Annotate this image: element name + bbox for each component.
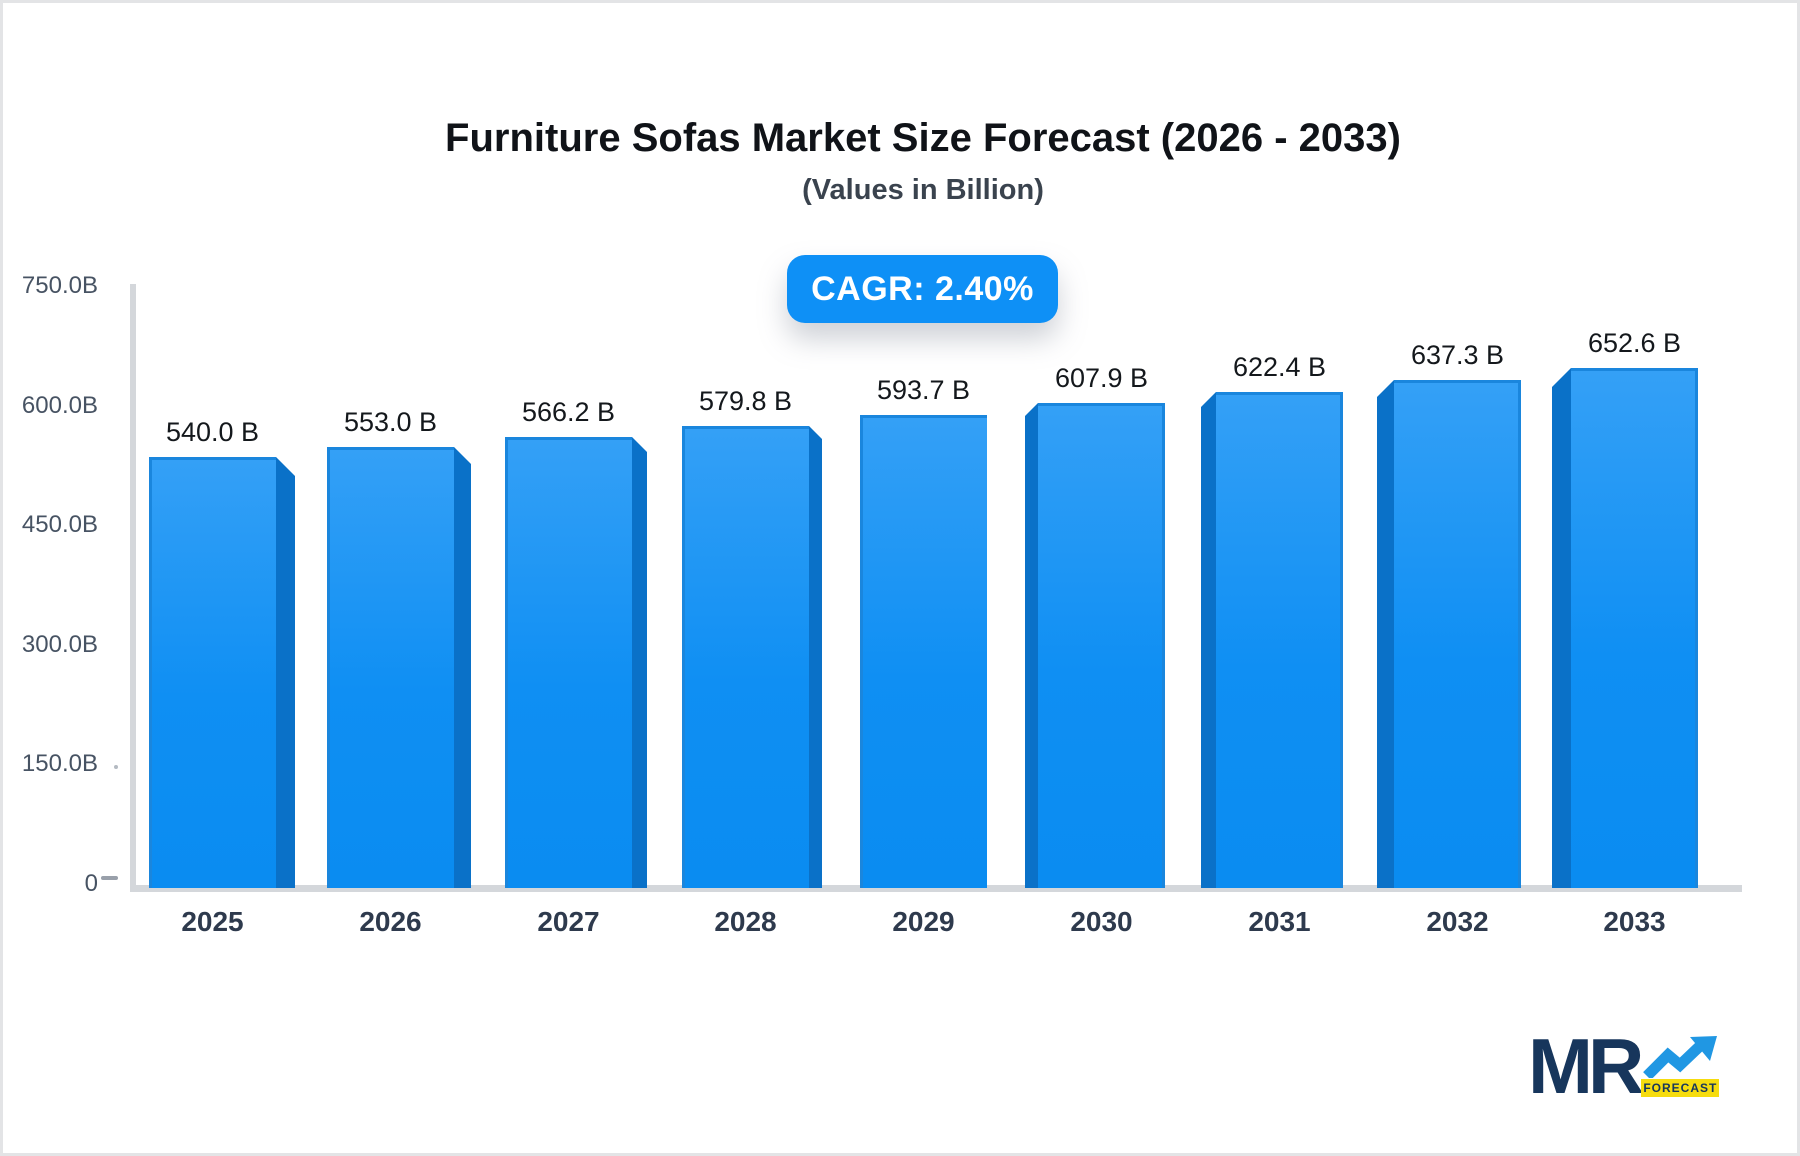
x-tick-2032: 2032 [1426, 906, 1489, 937]
logo-tagline: FORECAST [1641, 1078, 1720, 1097]
bar-2027[interactable] [505, 437, 632, 888]
x-tick-2031: 2031 [1248, 906, 1311, 937]
bar-side-face-2028 [809, 426, 822, 888]
bar-side-face-2025 [276, 457, 295, 888]
x-axis-line [130, 885, 1742, 892]
logo-mr-text: MR [1528, 1022, 1644, 1110]
bar-side-face-2027 [632, 437, 647, 888]
y-axis-line [130, 284, 136, 892]
y-tick-450.0B: 450.0B [21, 511, 98, 538]
bar-value-label-2030: 607.9 B [1054, 363, 1149, 393]
x-tick-2029: 2029 [892, 906, 955, 937]
bar-value-label-2026: 553.0 B [343, 407, 438, 437]
brand-logo: MR FORECAST [1528, 1022, 1720, 1110]
bar-side-face-2033 [1552, 368, 1571, 888]
bar-2033[interactable] [1571, 368, 1698, 888]
bar-side-face-2030 [1025, 403, 1038, 888]
bar-value-label-2027: 566.2 B [521, 397, 616, 427]
x-tick-2028: 2028 [714, 906, 777, 937]
bar-side-face-2032 [1377, 380, 1394, 888]
bar-2026[interactable] [327, 447, 454, 888]
chart-subtitle: (Values in Billion) [802, 174, 1044, 206]
bar-value-label-2033: 652.6 B [1587, 328, 1682, 358]
x-tick-2026: 2026 [359, 906, 422, 937]
bar-value-label-2028: 579.8 B [698, 386, 793, 416]
x-tick-2030: 2030 [1070, 906, 1133, 937]
trend-arrow-icon [1643, 1035, 1718, 1078]
y-tick-300.0B: 300.0B [21, 631, 98, 658]
logo-right-column: FORECAST [1641, 1035, 1720, 1097]
y-tick-600.0B: 600.0B [21, 392, 98, 419]
bar-side-face-2026 [454, 447, 471, 888]
y-tick-0: 0 [84, 870, 98, 897]
bar-2029[interactable] [860, 415, 987, 888]
bar-2030[interactable] [1038, 403, 1165, 888]
x-tick-2025: 2025 [181, 906, 244, 937]
x-tick-2027: 2027 [537, 906, 600, 937]
cagr-badge-label: CAGR: 2.40% [811, 269, 1034, 308]
bar-2032[interactable] [1394, 380, 1521, 888]
bar-value-label-2031: 622.4 B [1232, 352, 1327, 382]
bar-2031[interactable] [1216, 392, 1343, 888]
bar-side-face-2031 [1201, 392, 1216, 888]
x-tick-2033: 2033 [1603, 906, 1666, 937]
bar-value-label-2025: 540.0 B [165, 417, 260, 447]
y-tick-150.0B: 150.0B [21, 750, 98, 777]
bar-value-label-2029: 593.7 B [876, 375, 971, 405]
zero-tick-mark [101, 876, 118, 880]
bar-value-label-2032: 637.3 B [1410, 340, 1505, 370]
cagr-badge: CAGR: 2.40% [787, 255, 1058, 323]
chart-title: Furniture Sofas Market Size Forecast (20… [445, 116, 1401, 160]
bar-2028[interactable] [682, 426, 809, 888]
y-tick-750.0B: 750.0B [21, 272, 98, 299]
minor-tick-dot [114, 765, 118, 769]
bar-2025[interactable] [149, 457, 276, 888]
